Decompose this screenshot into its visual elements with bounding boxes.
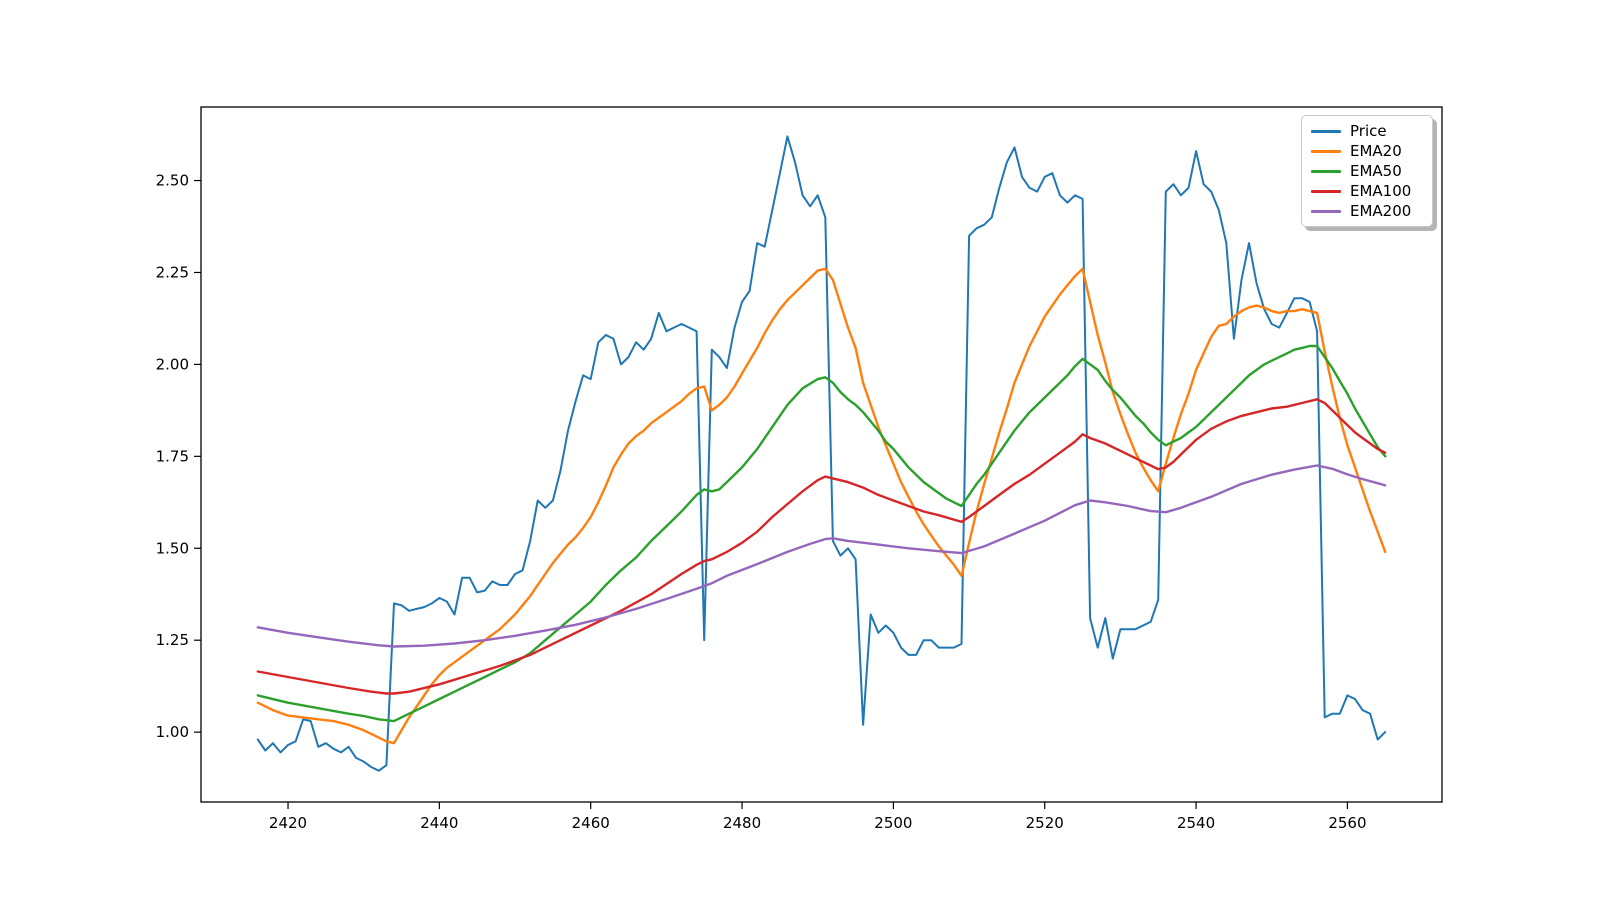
x-tick-label: 2420 <box>269 814 307 832</box>
x-tick-label: 2480 <box>723 814 761 832</box>
y-tick-label: 1.25 <box>156 631 189 649</box>
legend-item-ema200: EMA200 <box>1311 201 1423 221</box>
y-tick-label: 2.25 <box>156 263 189 281</box>
series-line-ema100 <box>256 398 1387 695</box>
ema100-line-swatch <box>1311 189 1341 193</box>
legend-label-ema100: EMA100 <box>1350 182 1412 200</box>
legend-item-price: Price <box>1311 121 1423 141</box>
x-tick-label: 2440 <box>420 814 458 832</box>
x-tick-label: 2460 <box>572 814 610 832</box>
ema20-line-swatch <box>1311 149 1341 153</box>
series-line-ema20 <box>256 267 1387 745</box>
x-tick-label: 2540 <box>1177 814 1215 832</box>
price-line-swatch <box>1311 129 1341 133</box>
legend-item-ema20: EMA20 <box>1311 141 1423 161</box>
y-tick-label: 1.75 <box>156 447 189 465</box>
y-tick-label: 2.00 <box>156 355 189 373</box>
legend-item-ema100: EMA100 <box>1311 181 1423 201</box>
plot-border <box>200 106 1443 803</box>
ema50-line-swatch <box>1311 169 1341 173</box>
x-tick-label: 2560 <box>1328 814 1366 832</box>
ema200-line-swatch <box>1311 209 1341 213</box>
series-line-ema50 <box>256 344 1387 723</box>
legend-label-price: Price <box>1350 122 1387 140</box>
y-tick-label: 2.50 <box>156 172 189 190</box>
y-tick-label: 1.50 <box>156 539 189 557</box>
series-line-price <box>256 135 1387 772</box>
legend-label-ema50: EMA50 <box>1350 162 1402 180</box>
series-line-ema200 <box>256 464 1387 648</box>
x-tick-label: 2520 <box>1026 814 1064 832</box>
x-tick-label: 2500 <box>874 814 912 832</box>
legend: Price EMA20 EMA50 EMA100 EMA200 <box>1301 115 1433 227</box>
y-tick-label: 1.00 <box>156 723 189 741</box>
legend-label-ema20: EMA20 <box>1350 142 1402 160</box>
legend-item-ema50: EMA50 <box>1311 161 1423 181</box>
legend-label-ema200: EMA200 <box>1350 202 1412 220</box>
